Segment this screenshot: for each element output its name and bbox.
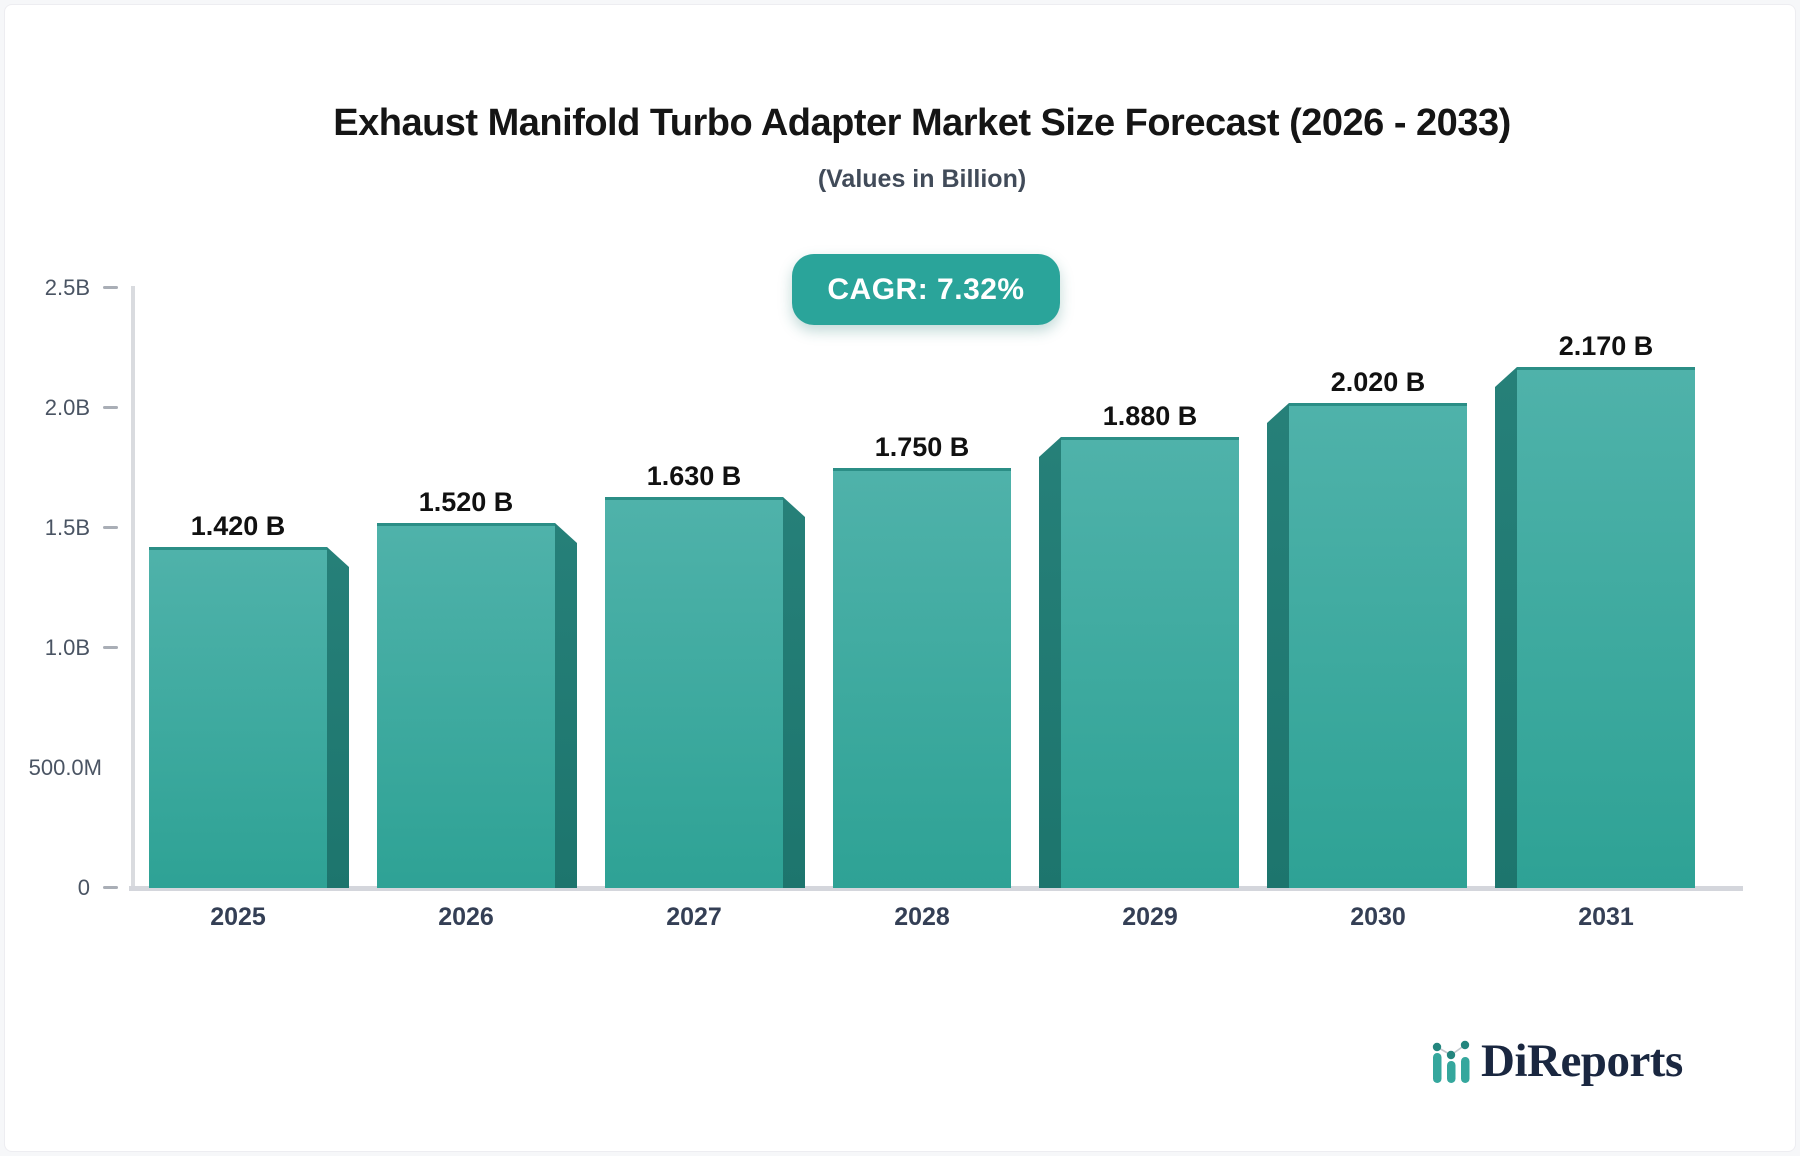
bar-value-label: 2.020 B <box>1330 367 1426 397</box>
x-axis-line <box>129 886 1743 891</box>
bar-2029 <box>1061 437 1239 888</box>
y-tick-dash <box>103 406 118 409</box>
chart-title: Exhaust Manifold Turbo Adapter Market Si… <box>333 102 1511 144</box>
y-tick-dash <box>103 886 118 889</box>
y-tick-dash <box>103 646 118 649</box>
y-tick-label: 1.0B <box>44 635 90 660</box>
y-tick-label: 500.0M <box>28 755 102 780</box>
x-axis-label: 2029 <box>1122 903 1178 931</box>
bar-3d-side <box>1267 403 1289 888</box>
logo-text: DiReports <box>1481 1035 1683 1087</box>
bar-3d-side <box>1495 367 1517 888</box>
bar-2031 <box>1517 367 1695 888</box>
y-tick-label: 2.5B <box>44 275 90 300</box>
bar-3d-side <box>555 523 577 888</box>
bar-2026 <box>377 523 555 888</box>
x-axis-label: 2030 <box>1350 903 1406 931</box>
logo-bars-icon <box>1432 1040 1470 1083</box>
bar-2030 <box>1289 403 1467 888</box>
bar-value-label: 2.170 B <box>1558 331 1654 361</box>
y-tick-label: 0 <box>77 875 90 900</box>
bar-value-label: 1.750 B <box>874 432 970 462</box>
bar-value-label: 1.420 B <box>190 511 286 541</box>
y-tick-label: 1.5B <box>44 515 90 540</box>
bar-value-label: 1.880 B <box>1102 401 1198 431</box>
x-axis-label: 2028 <box>894 903 950 931</box>
bar-2027 <box>605 497 783 888</box>
y-tick-dash <box>103 286 118 289</box>
x-axis-label: 2027 <box>666 903 722 931</box>
bar-3d-side <box>327 547 349 888</box>
x-axis-label: 2026 <box>438 903 494 931</box>
bar-3d-side <box>1039 437 1061 888</box>
brand-logo: DiReports <box>1430 1036 1683 1086</box>
y-tick-label: 2.0B <box>44 395 90 420</box>
bar-value-label: 1.630 B <box>646 461 742 491</box>
cagr-badge: CAGR: 7.32% <box>792 254 1060 325</box>
bar-3d-side <box>783 497 805 888</box>
y-tick-dash <box>103 526 118 529</box>
bar-value-label: 1.520 B <box>418 487 514 517</box>
y-axis-line <box>131 286 135 886</box>
bar-2028 <box>833 468 1011 888</box>
chart-subtitle: (Values in Billion) <box>817 165 1027 193</box>
x-axis-label: 2025 <box>210 903 266 931</box>
bar-2025 <box>149 547 327 888</box>
x-axis-label: 2031 <box>1578 903 1634 931</box>
